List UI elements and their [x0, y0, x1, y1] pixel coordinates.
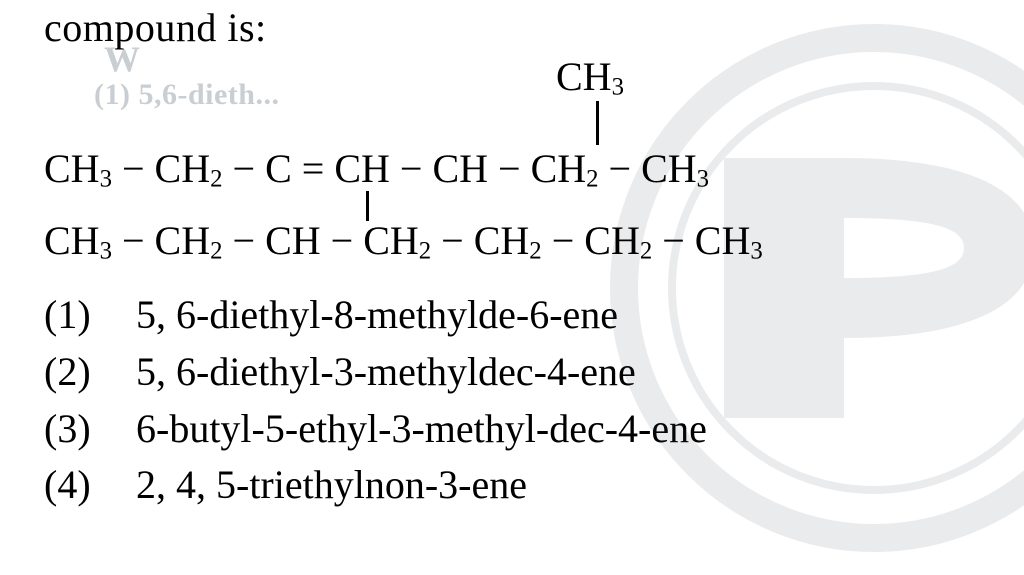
sub-3: 3 [697, 165, 709, 192]
option-number: (1) [44, 287, 136, 344]
chem-l2-ch: − CH − CH [233, 218, 419, 263]
chem-l1-mid: − C = CH − CH − CH [233, 146, 587, 191]
sub-3: 3 [750, 237, 762, 264]
option-text: 2, 4, 5-triethylnon-3-ene [136, 457, 527, 514]
option-text: 6-butyl-5-ethyl-3-methyl-dec-4-ene [136, 401, 707, 458]
vbond-mid [366, 191, 369, 221]
option-row: (1) 5, 6-diethyl-8-methylde-6-ene [44, 287, 1004, 344]
sub-2: 2 [210, 237, 222, 264]
sub-3: 3 [100, 237, 112, 264]
chemical-structure: CH3 CH3 − CH2 − C = CH − CH − CH2 − CH3 … [44, 57, 1004, 277]
sub-3: 3 [100, 165, 112, 192]
option-text: 5, 6-diethyl-3-methyldec-4-ene [136, 344, 636, 401]
chem-l2-ch2-3: − CH [552, 218, 640, 263]
chem-l2-ch2-1: − CH [122, 218, 210, 263]
sub-2: 2 [586, 165, 598, 192]
sub-2: 2 [210, 165, 222, 192]
chem-l2-ch2-2: − CH [441, 218, 529, 263]
sub-3: 3 [612, 73, 624, 100]
chem-ch3-top: CH [556, 54, 612, 99]
option-row: (2) 5, 6-diethyl-3-methyldec-4-ene [44, 344, 1004, 401]
heading-text: compound is: [44, 4, 1004, 51]
option-row: (3) 6-butyl-5-ethyl-3-methyl-dec-4-ene [44, 401, 1004, 458]
options-list: (1) 5, 6-diethyl-8-methylde-6-ene (2) 5,… [44, 287, 1004, 514]
option-number: (2) [44, 344, 136, 401]
vbond-top [596, 101, 599, 145]
option-text: 5, 6-diethyl-8-methylde-6-ene [136, 287, 618, 344]
chem-l2-ch3-2: − CH [662, 218, 750, 263]
sub-2: 2 [419, 237, 431, 264]
sub-2: 2 [529, 237, 541, 264]
option-row: (4) 2, 4, 5-triethylnon-3-ene [44, 457, 1004, 514]
chem-l2-ch3-1: CH [44, 218, 100, 263]
option-number: (3) [44, 401, 136, 458]
sub-2: 2 [640, 237, 652, 264]
chem-l1-ch3-1: CH [44, 146, 100, 191]
chem-l1-ch3-2: − CH [609, 146, 697, 191]
option-number: (4) [44, 457, 136, 514]
chem-l1-ch2-1: − CH [122, 146, 210, 191]
